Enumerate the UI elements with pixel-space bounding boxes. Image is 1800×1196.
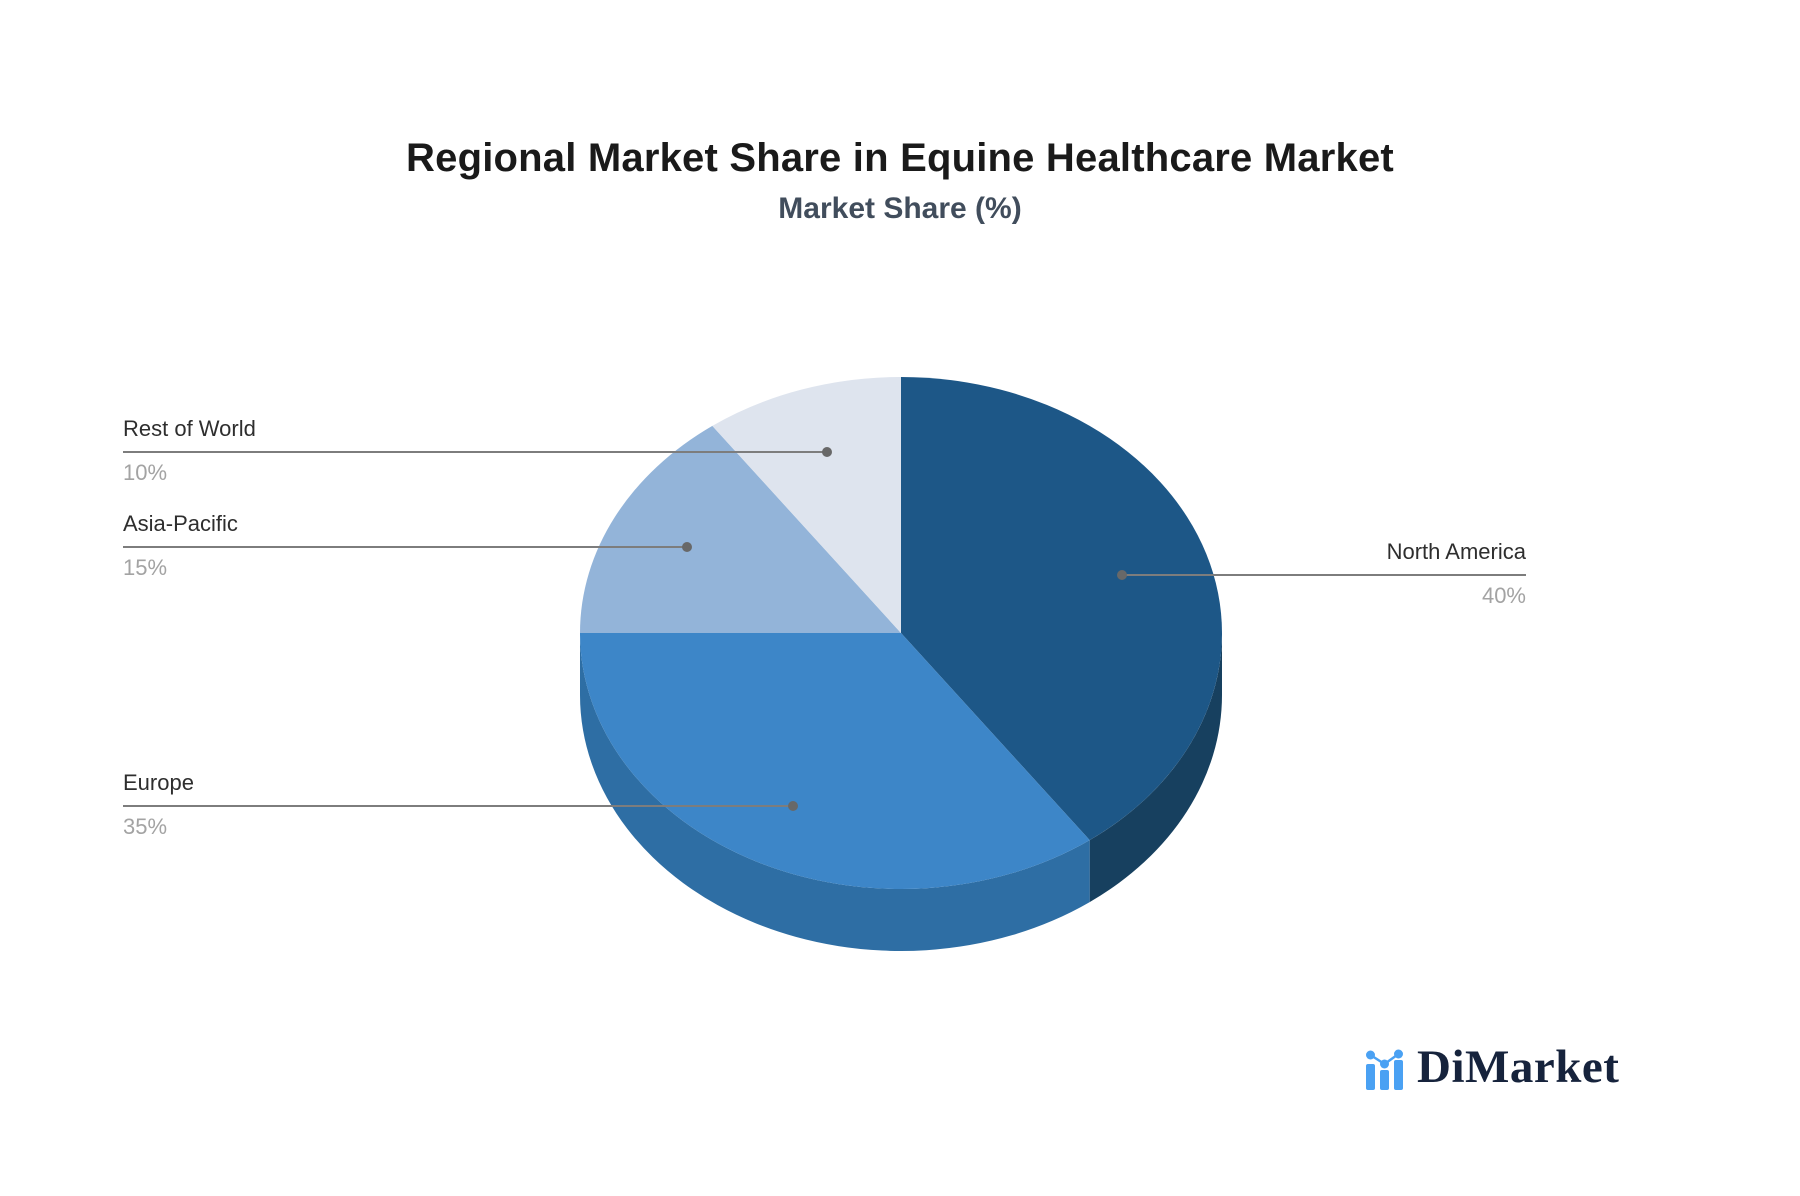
leader-dot-europe xyxy=(788,801,798,811)
callout-value-north-america: 40% xyxy=(1481,583,1526,608)
leader-dot-rest-of-world xyxy=(822,447,832,457)
callout-label-asia-pacific: Asia-Pacific xyxy=(123,511,238,536)
dimarket-logo-text: DiMarket xyxy=(1417,1041,1620,1093)
pie-slice-rest-of-world[interactable] xyxy=(712,377,901,633)
leader-lines-layer xyxy=(123,451,1526,807)
page-subtitle: Market Share (%) xyxy=(778,192,1022,225)
dimarket-logo: DiMarket xyxy=(1363,1040,1619,1092)
callout-value-asia-pacific: 15% xyxy=(123,555,168,580)
callout-value-europe: 35% xyxy=(123,814,168,839)
pie-slice-europe[interactable] xyxy=(580,633,1090,889)
callout-value-rest-of-world: 10% xyxy=(123,460,168,485)
callout-label-rest-of-world: Rest of World xyxy=(123,416,256,441)
callout-label-europe: Europe xyxy=(123,770,194,795)
leader-dot-north-america xyxy=(1117,570,1127,580)
pie-slice-asia-pacific[interactable] xyxy=(580,425,901,633)
pie-slices-layer xyxy=(580,377,1222,951)
callout-label-north-america: North America xyxy=(1386,539,1526,564)
pie-slice-side-europe xyxy=(580,633,1090,951)
leader-dots-layer xyxy=(682,447,1127,811)
pie-slice-north-america[interactable] xyxy=(901,377,1222,841)
bar-chart-logo-icon xyxy=(1366,1049,1403,1090)
leader-dot-asia-pacific xyxy=(682,542,692,552)
page-title: Regional Market Share in Equine Healthca… xyxy=(406,136,1394,180)
pie-slice-side-north-america xyxy=(1089,633,1222,903)
